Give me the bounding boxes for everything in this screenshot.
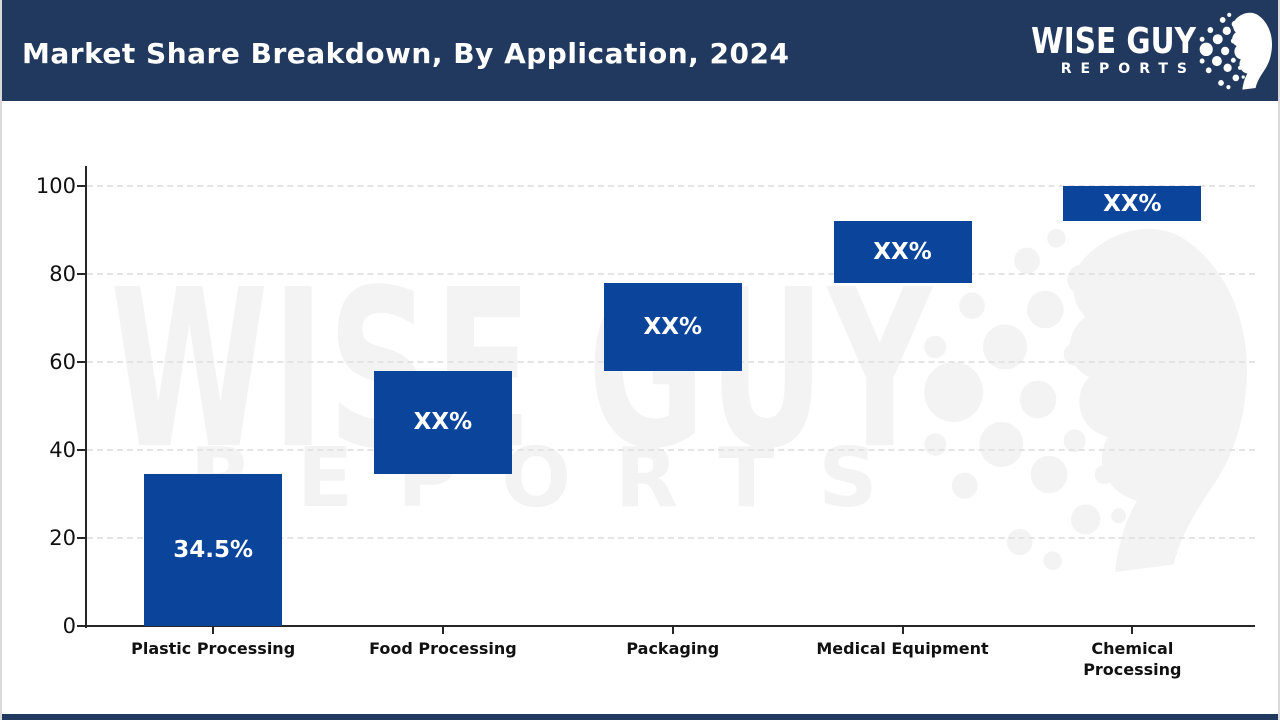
- bar-segment: 34.5%: [144, 474, 283, 626]
- logo-subtitle: REPORTS: [1060, 60, 1196, 77]
- x-tick: [212, 626, 215, 634]
- gridline: [87, 449, 1255, 451]
- x-axis-label: Medical Equipment: [816, 639, 989, 658]
- bar-value-label: XX%: [643, 313, 702, 340]
- y-tick: [77, 537, 85, 539]
- y-tick: [77, 273, 85, 275]
- bar-segment: XX%: [833, 221, 972, 283]
- y-axis-line: [85, 166, 87, 628]
- watermark-subtitle: REPORTS: [190, 431, 922, 526]
- bar-segment: XX%: [603, 282, 742, 371]
- header: Market Share Breakdown, By Application, …: [2, 0, 1278, 101]
- logo-text: WISE GUY REPORTS: [995, 20, 1196, 77]
- bar-value-label: XX%: [873, 238, 932, 265]
- x-axis-line: [85, 625, 1255, 627]
- x-axis-label: Packaging: [626, 639, 720, 658]
- gridline: [87, 273, 1255, 275]
- y-tick: [77, 361, 85, 363]
- bar-value-label: 34.5%: [173, 537, 254, 564]
- y-tick: [77, 185, 85, 187]
- x-tick: [441, 626, 444, 634]
- x-axis-label: Plastic Processing: [131, 639, 296, 658]
- y-tick-label: 20: [49, 526, 76, 550]
- y-tick-label: 100: [35, 174, 76, 198]
- watermark-wordmark: WISE GUY: [110, 244, 935, 497]
- bar-segment: XX%: [1063, 186, 1202, 222]
- x-tick: [1131, 626, 1134, 634]
- y-tick-label: 40: [49, 438, 76, 462]
- logo-wordmark: WISE GUY: [1031, 20, 1196, 62]
- brand-logo: WISE GUY REPORTS: [995, 9, 1272, 93]
- gridline: [87, 185, 1255, 187]
- x-axis-label: Chemical Processing: [1083, 639, 1182, 679]
- footer-bar: [2, 714, 1278, 720]
- bar-segment: XX%: [373, 370, 512, 475]
- y-tick-label: 0: [62, 614, 76, 638]
- y-tick-label: 60: [49, 350, 76, 374]
- x-tick: [671, 626, 674, 634]
- y-tick: [77, 625, 85, 627]
- bar-value-label: XX%: [1103, 190, 1162, 217]
- x-tick: [901, 626, 904, 634]
- gridline: [87, 537, 1255, 539]
- y-tick: [77, 449, 85, 451]
- bar-value-label: XX%: [413, 409, 473, 436]
- x-axis-label: Food Processing: [369, 639, 517, 658]
- logo-head-icon: [1199, 12, 1272, 90]
- watermark-head-icon: [924, 228, 1247, 573]
- y-tick-label: 80: [49, 262, 76, 286]
- page-title: Market Share Breakdown, By Application, …: [22, 37, 790, 70]
